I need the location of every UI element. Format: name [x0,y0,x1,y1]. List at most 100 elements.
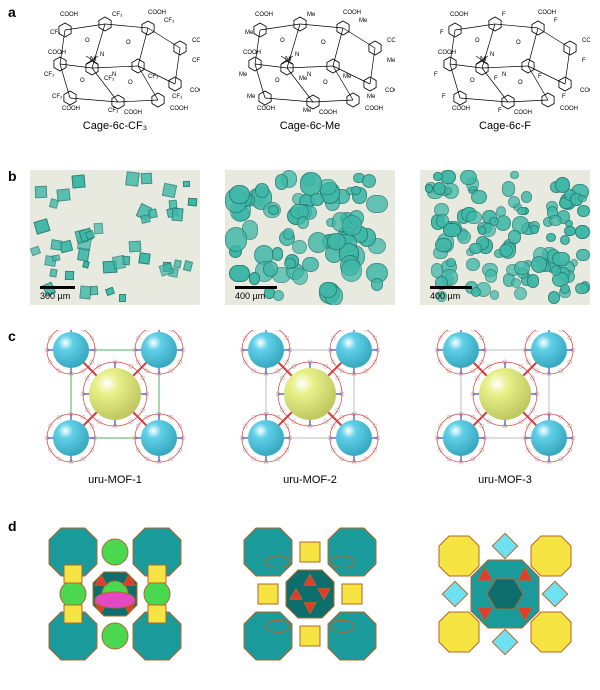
polyhedra-1 [225,524,395,664]
crystal [292,268,308,284]
crystal [283,228,293,240]
crystal [435,238,452,252]
crystal [94,222,104,233]
mof-cell-0: uru-MOF-1 [30,330,200,486]
crystal [105,287,115,296]
crystal [33,219,50,235]
svg-text:Me: Me [307,12,316,18]
svg-text:O: O [85,38,90,44]
svg-text:O: O [321,40,326,46]
scalebar-2 [430,286,472,289]
svg-text:Me: Me [245,30,254,36]
chem-caption-1: Cage-6c-Me [280,120,341,132]
svg-text:N: N [100,52,104,58]
svg-text:CF₃: CF₃ [50,30,61,36]
svg-text:COOH: COOH [60,12,78,18]
crystal [72,175,86,189]
row-c: uru-MOF-1 [30,330,590,486]
crystal [433,172,443,181]
svg-text:O: O [470,78,475,84]
crystal [161,182,176,197]
svg-text:COOH: COOH [452,106,470,112]
crystal [65,271,75,281]
scalebar-1 [235,286,277,289]
svg-text:N: N [307,72,311,78]
mof-cell-2: uru-MOF-3 [420,330,590,486]
panel-label-b: b [8,168,17,184]
svg-text:COOH: COOH [560,106,578,112]
svg-text:F: F [562,94,566,100]
svg-text:CF₃: CF₃ [108,108,119,114]
svg-text:COOH: COOH [148,10,166,16]
crystal [527,274,539,288]
crystal [297,216,309,229]
crystal [576,249,589,262]
crystal [351,186,361,195]
crystal [517,207,526,215]
crystal [273,290,284,301]
svg-text:COOH: COOH [450,12,468,18]
chem-structure-1: Ni OOOONNCOOHCOOHCOOHCOOHCOOHCOOHCOOHCOO… [225,6,395,116]
svg-text:Me: Me [247,94,256,100]
crystal [578,195,587,203]
crystal [514,287,527,300]
svg-text:CF₃: CF₃ [192,58,200,64]
mof-diagram-2 [420,330,590,470]
crystal [341,259,362,282]
svg-text:O: O [323,80,328,86]
svg-text:CF₃: CF₃ [44,72,55,78]
svg-text:N: N [490,52,494,58]
crystal [141,172,152,184]
crystal [490,290,499,300]
crystal [310,193,324,206]
crystal [319,282,337,298]
crystal [51,254,60,262]
crystal [50,240,63,252]
scalebar-label-0: 300 µm [40,291,70,301]
svg-text:COOH: COOH [514,110,532,116]
crystal [327,233,345,250]
row-d [30,524,590,664]
svg-text:Me: Me [387,58,395,64]
crystal [263,261,278,278]
svg-text:O: O [80,78,85,84]
svg-text:COOH: COOH [243,50,261,56]
crystal [443,223,461,238]
svg-text:COOH: COOH [582,38,590,44]
crystal [35,186,48,198]
polyhedra-cell-0 [30,524,200,664]
panel-label-c: c [8,328,16,344]
crystal [521,191,532,202]
crystal [499,244,514,257]
crystal [575,283,589,294]
polyhedra-cell-1 [225,524,395,664]
crystal [119,294,126,302]
crystal [508,230,520,244]
mof-cell-1: uru-MOF-2 [225,330,395,486]
svg-text:F: F [434,72,438,78]
chem-structure-0: Ni OOOONNCOOHCOOHCOOHCOOHCOOHCOOHCOOHCOO… [30,6,200,116]
svg-text:COOH: COOH [255,12,273,18]
crystal [471,287,482,297]
mof-caption-1: uru-MOF-2 [283,474,337,486]
svg-text:CF₃: CF₃ [164,18,175,24]
crystal [551,265,561,276]
svg-text:O: O [518,80,523,86]
chem-caption-2: Cage-6c-F [479,120,531,132]
svg-text:N: N [502,72,506,78]
svg-text:COOH: COOH [190,88,200,94]
mof-diagram-0 [30,330,200,470]
scalebar-0 [40,286,75,289]
crystal [471,190,488,204]
crystal [292,240,307,254]
svg-text:CF₃: CF₃ [52,94,63,100]
crystal [255,183,269,198]
chem-cell-2: Ni OOOONNCOOHCOOHCOOHCOOHCOOHCOOHCOOHCOO… [420,6,590,132]
crystal [183,260,194,272]
crystal [485,269,497,283]
scalebar-label-2: 400 µm [430,291,460,301]
svg-text:COOH: COOH [580,88,590,94]
crystal [469,243,481,254]
crystal [229,185,250,204]
crystal [225,227,247,251]
